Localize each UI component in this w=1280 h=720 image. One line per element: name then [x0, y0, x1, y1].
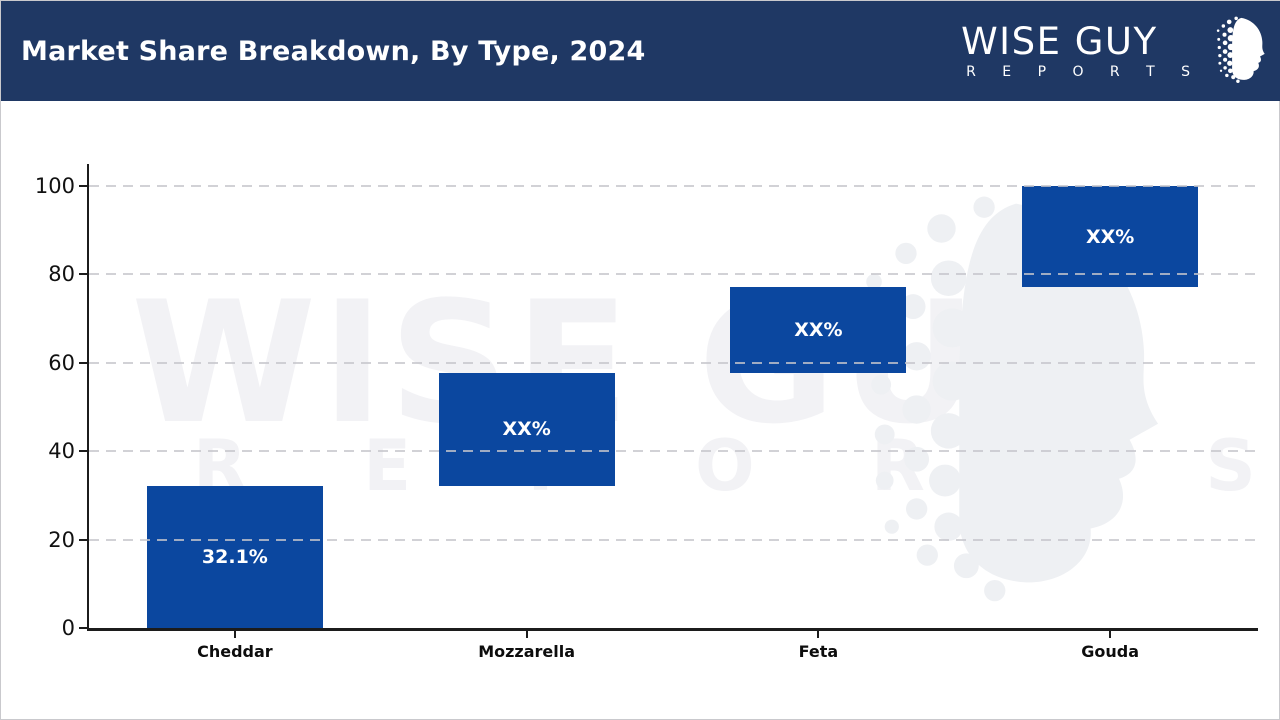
- y-tick-20: [79, 538, 87, 541]
- y-tick-label-80: 80: [48, 262, 75, 287]
- bar-feta: XX%: [730, 287, 907, 373]
- y-tick-label-40: 40: [48, 439, 75, 464]
- x-axis-spine: [87, 628, 1258, 631]
- x-label-mozzarella: Mozzarella: [478, 642, 576, 661]
- wiseguy-logo: WISE GUY R E P O R T S: [961, 15, 1267, 87]
- y-tick-80: [79, 273, 87, 276]
- y-tick-label-100: 100: [34, 174, 75, 199]
- bar-value-label: XX%: [1085, 225, 1135, 248]
- x-label-feta: Feta: [798, 642, 839, 661]
- bar-mozzarella: XX%: [438, 372, 615, 487]
- x-tick-mozzarella: [525, 631, 528, 638]
- bar-gouda: XX%: [1022, 186, 1199, 288]
- x-tick-gouda: [1109, 631, 1112, 638]
- x-tick-feta: [817, 631, 820, 638]
- chart-title: Market Share Breakdown, By Type, 2024: [21, 35, 646, 67]
- logo-tagline: R E P O R T S: [966, 63, 1201, 80]
- gridline-40: [89, 450, 1256, 453]
- header-bar: Market Share Breakdown, By Type, 2024 WI…: [1, 1, 1280, 101]
- gridline-60: [89, 361, 1256, 364]
- bar-value-label: XX%: [794, 318, 843, 341]
- bar-value-label: XX%: [502, 418, 551, 441]
- gridline-80: [89, 273, 1256, 276]
- y-tick-label-0: 0: [61, 616, 75, 640]
- y-tick-60: [79, 361, 87, 364]
- y-tick-40: [79, 450, 87, 453]
- watermark-tagline: R E P O R T S: [193, 425, 1280, 507]
- gridline-20: [89, 538, 1256, 541]
- y-tick-label-60: 60: [48, 350, 75, 375]
- logo-text: WISE GUY R E P O R T S: [961, 23, 1201, 80]
- gridline-100: [89, 185, 1256, 188]
- x-label-gouda: Gouda: [1081, 642, 1139, 661]
- x-tick-cheddar: [233, 631, 236, 638]
- bar-cheddar: 32.1%: [146, 486, 323, 628]
- y-tick-100: [79, 185, 87, 188]
- x-label-cheddar: Cheddar: [197, 642, 273, 661]
- bar-value-label: 32.1%: [201, 546, 268, 569]
- y-tick-label-20: 20: [48, 527, 75, 552]
- logo-wordmark: WISE GUY: [961, 19, 1158, 63]
- wiseguy-face-icon: [1216, 16, 1265, 83]
- y-axis-spine: [87, 164, 89, 630]
- y-tick-0: [79, 627, 87, 629]
